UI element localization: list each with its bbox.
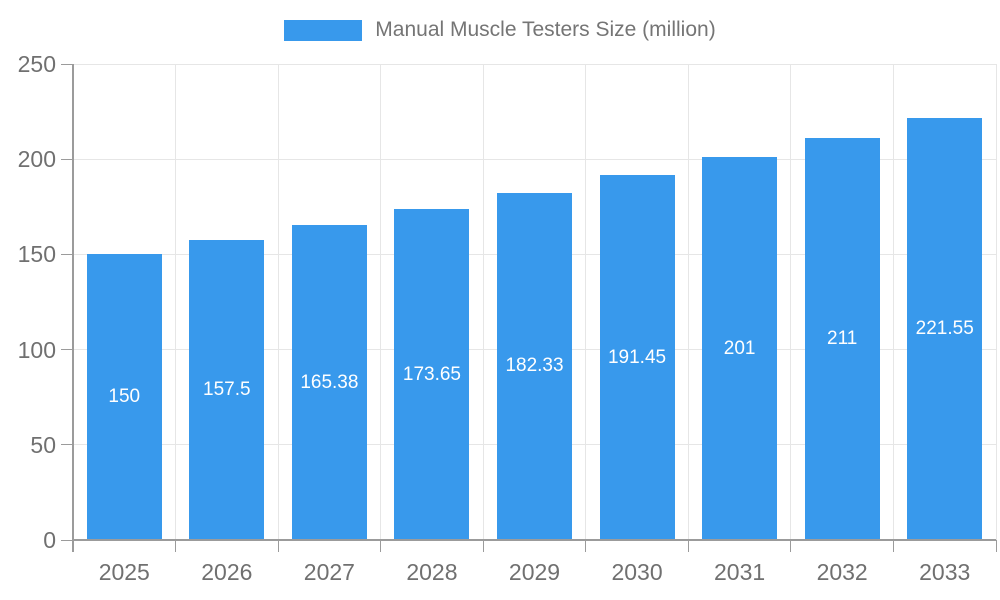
legend[interactable]: Manual Muscle Testers Size (million) [0, 18, 1000, 42]
bar[interactable] [497, 192, 572, 540]
bar[interactable] [907, 118, 983, 540]
bar[interactable] [291, 225, 367, 540]
y-axis-tick [61, 349, 73, 351]
x-axis-tick [380, 540, 382, 552]
y-axis-tick-label: 0 [43, 527, 56, 553]
y-axis-tick-label: 150 [17, 241, 56, 268]
x-axis-tick [995, 540, 997, 552]
gridline-v [687, 64, 689, 540]
x-axis-tick-label: 2027 [303, 559, 355, 585]
y-axis-tick-label: 250 [17, 51, 56, 77]
x-axis-tick [790, 540, 792, 552]
bar[interactable] [86, 254, 162, 540]
x-axis-tick [585, 540, 587, 552]
x-axis-line [73, 539, 996, 541]
bar[interactable] [804, 138, 880, 540]
gridline-v [277, 64, 279, 540]
x-axis-tick [277, 540, 279, 552]
gridline-v [995, 64, 997, 540]
y-axis-tick [61, 63, 73, 65]
bar-value-label: 165.38 [300, 371, 359, 393]
y-axis-tick [61, 253, 73, 255]
gridline-v [790, 64, 792, 540]
bar-value-label: 211 [827, 328, 858, 350]
legend-swatch-icon[interactable] [284, 19, 363, 41]
gridline-v [380, 64, 382, 540]
bar[interactable] [702, 157, 778, 540]
bar-value-label: 201 [723, 337, 756, 359]
y-axis-line [72, 64, 74, 552]
gridline-v [892, 64, 894, 540]
y-axis-tick-label: 200 [17, 146, 56, 173]
x-axis-tick [892, 540, 894, 552]
x-axis-tick-label: 2031 [714, 559, 766, 585]
bar-value-label: 173.65 [402, 363, 461, 385]
x-axis-tick-label: 2025 [98, 559, 150, 585]
x-axis-tick-label: 2032 [816, 559, 868, 585]
bar-value-label: 182.33 [505, 355, 564, 377]
x-axis-tick [175, 540, 177, 552]
x-axis-tick-label: 2028 [406, 559, 458, 585]
y-axis-tick [61, 444, 73, 446]
x-axis-tick-label: 2033 [919, 559, 971, 585]
x-axis-tick [482, 540, 484, 552]
gridline-h [73, 63, 996, 65]
x-axis-tick [687, 540, 689, 552]
x-axis-tick-label: 2026 [201, 559, 253, 585]
y-axis-tick-label: 50 [30, 431, 56, 458]
gridline-v [482, 64, 484, 540]
gridline-v [585, 64, 587, 540]
bar-value-label: 150 [108, 386, 141, 408]
bar-value-label: 157.5 [203, 379, 251, 401]
x-axis-tick-label: 2029 [508, 559, 561, 585]
bar-value-label: 221.55 [915, 318, 974, 340]
legend-label: Manual Muscle Testers Size (million) [375, 18, 716, 41]
bar[interactable] [394, 209, 470, 540]
y-axis-tick [61, 539, 73, 541]
gridline-v [175, 64, 177, 540]
x-axis-tick-label: 2030 [611, 559, 663, 585]
y-axis-tick-label: 100 [17, 336, 56, 363]
bar[interactable] [189, 240, 265, 540]
bar[interactable] [599, 175, 675, 540]
y-axis-tick [61, 158, 73, 160]
gridline-h [73, 158, 996, 160]
bar-value-label: 191.45 [607, 346, 667, 368]
